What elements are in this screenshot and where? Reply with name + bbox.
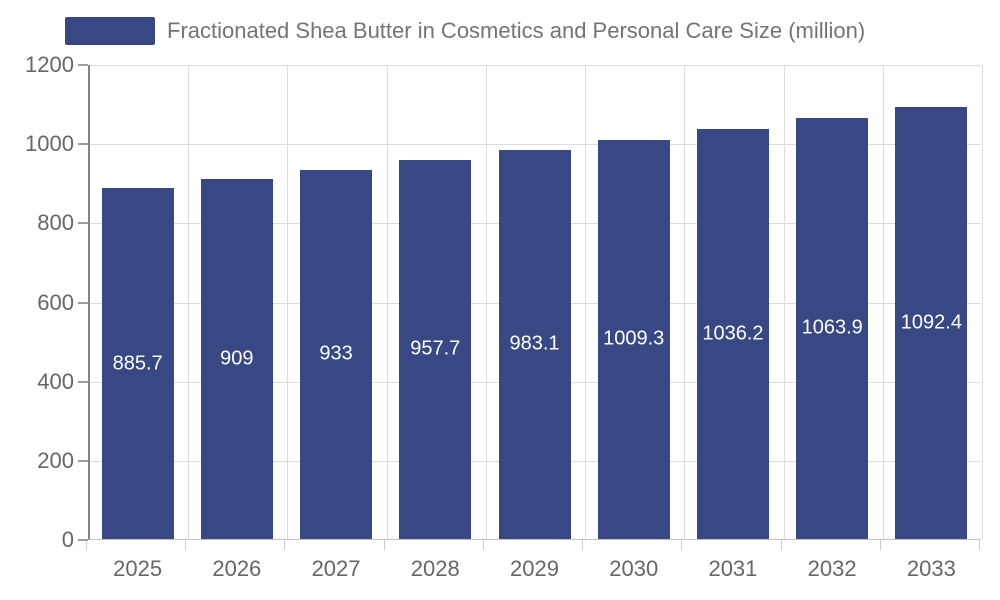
gridline-vertical: [188, 65, 190, 539]
y-tick-label: 1000: [25, 131, 74, 157]
y-tick-mark: [78, 459, 88, 462]
x-tick-label: 2029: [510, 556, 559, 581]
plot-area: 885.7 909 933 957.7 983.1 1009.3 1036.2 1063.9 1…: [88, 65, 983, 540]
gridline-vertical: [982, 65, 983, 539]
y-tick-label: 600: [37, 289, 74, 315]
x-tick-label: 2025: [113, 556, 163, 581]
bar-2030[interactable]: 1009.3: [597, 139, 670, 539]
gridline-horizontal: [90, 65, 981, 66]
bar-2029[interactable]: 983.1: [498, 149, 571, 539]
bar-value-label: 1036.2: [702, 322, 764, 345]
x-tick-mark: [681, 540, 683, 550]
x-tick-mark: [185, 540, 187, 550]
bar-2031[interactable]: 1036.2: [696, 128, 769, 539]
x-tick-label: 2028: [410, 556, 460, 581]
bar-value-label: 983.1: [509, 332, 560, 355]
bar-value-label: 885.7: [112, 352, 163, 375]
gridline-vertical: [485, 65, 487, 539]
x-tick-label: 2033: [906, 556, 956, 581]
x-tick-label: 2026: [212, 556, 262, 581]
bar-value-label: 933: [319, 342, 353, 365]
y-tick-label: 800: [37, 210, 74, 236]
legend[interactable]: Fractionated Shea Butter in Cosmetics an…: [65, 17, 865, 45]
bar-2025[interactable]: 885.7: [101, 188, 174, 539]
x-tick-mark: [383, 540, 385, 550]
legend-label: Fractionated Shea Butter in Cosmetics an…: [167, 18, 866, 43]
x-tick-mark: [582, 540, 584, 550]
y-tick-mark: [78, 64, 88, 66]
gridline-horizontal: [90, 144, 981, 146]
gridline-vertical: [882, 65, 884, 539]
y-tick-label: 200: [37, 447, 74, 473]
x-tick-mark: [284, 540, 286, 550]
bar-2032[interactable]: 1063.9: [796, 117, 869, 539]
y-tick-mark: [78, 222, 88, 225]
gridline-vertical: [684, 65, 686, 539]
x-tick-mark: [979, 540, 980, 550]
legend-swatch-icon: [65, 17, 155, 45]
bar-value-label: 1009.3: [603, 327, 665, 350]
gridline-vertical: [386, 65, 388, 539]
x-tick-label: 2032: [807, 556, 857, 581]
x-tick-label: 2030: [609, 556, 659, 581]
x-tick-mark: [86, 540, 87, 550]
x-tick-label: 2027: [311, 556, 361, 581]
y-tick-mark: [78, 143, 88, 146]
y-tick-label: 400: [37, 368, 74, 394]
bar-2033[interactable]: 1092.4: [895, 106, 968, 539]
y-tick-label: 0: [61, 527, 74, 552]
y-tick-mark: [78, 539, 88, 541]
gridline-vertical: [783, 65, 785, 539]
y-tick-mark: [78, 380, 88, 383]
bar-value-label: 1092.4: [900, 311, 962, 334]
x-tick-label: 2031: [708, 556, 758, 581]
bar-2028[interactable]: 957.7: [399, 159, 472, 539]
x-tick-mark: [879, 540, 881, 550]
y-tick-mark: [78, 301, 88, 304]
x-tick-mark: [482, 540, 484, 550]
bar-value-label: 957.7: [410, 337, 461, 360]
bar-2027[interactable]: 933: [300, 169, 373, 539]
gridline-vertical: [287, 65, 289, 539]
bar-2026[interactable]: 909: [200, 179, 273, 539]
x-tick-mark: [780, 540, 782, 550]
gridline-vertical: [585, 65, 587, 539]
y-tick-label: 1200: [25, 52, 74, 77]
bar-value-label: 909: [220, 347, 254, 370]
bar-value-label: 1063.9: [801, 316, 863, 339]
